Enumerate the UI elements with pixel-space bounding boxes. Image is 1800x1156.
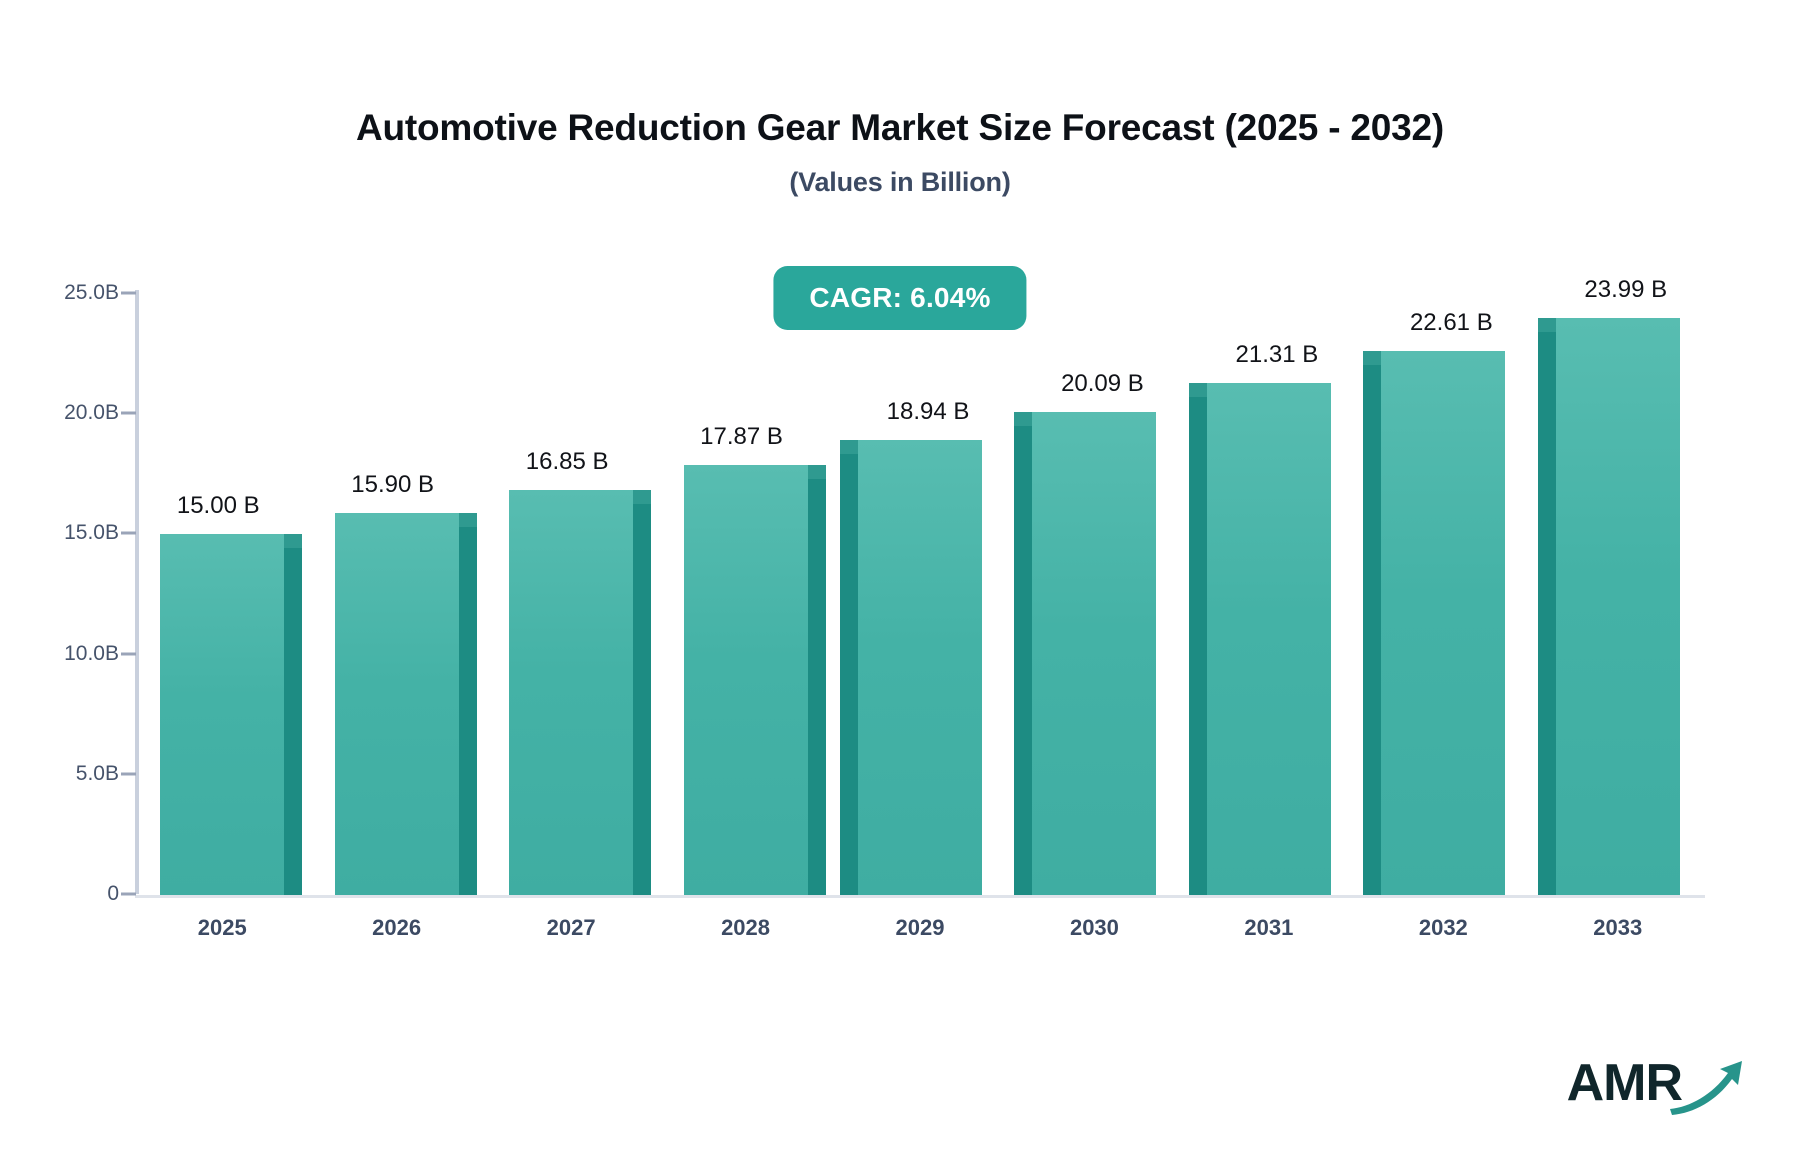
y-axis-tick-label: 25.0B (64, 281, 119, 304)
bar[interactable] (1188, 382, 1331, 895)
bar-value-label: 17.87 B (700, 423, 783, 451)
y-axis-tick-mark (121, 411, 136, 415)
bar-value-label: 16.85 B (525, 447, 609, 475)
logo-text: AMR (1566, 1054, 1683, 1112)
y-axis-tick-mark (121, 291, 136, 295)
bar-front-face (160, 534, 285, 895)
x-axis-label: 2025 (197, 915, 247, 940)
x-axis-label: 2028 (721, 915, 771, 940)
bar-column[interactable]: 22.61 B (1363, 294, 1506, 895)
y-axis-tick-mark (121, 531, 136, 535)
y-axis-tick-label: 5.0B (75, 761, 119, 785)
bar-top-face (840, 439, 858, 454)
y-axis-tick-label: 0 (107, 882, 119, 905)
bar-top-face (1188, 382, 1207, 397)
bar[interactable] (160, 534, 303, 895)
bar[interactable] (1014, 412, 1157, 895)
bar-side-face (1363, 365, 1382, 895)
x-axis-line (135, 895, 1705, 898)
bar[interactable] (840, 439, 982, 895)
y-axis-tick-mark (121, 892, 136, 896)
bar-column[interactable]: 23.99 B (1537, 276, 1680, 895)
cagr-badge: CAGR: 6.04% (773, 266, 1027, 330)
bar-value-label: 15.00 B (176, 492, 260, 520)
bar-value-label: 22.61 B (1409, 309, 1493, 337)
bar[interactable] (683, 465, 826, 895)
bar-value-label: 18.94 B (886, 397, 970, 425)
bar-front-face (1206, 382, 1331, 895)
bar-value-label: 21.31 B (1235, 340, 1319, 368)
bar-column[interactable]: 15.90 B (334, 294, 477, 895)
bar-side-face (458, 526, 477, 895)
bar-side-face (1537, 332, 1556, 895)
bar-top-face (1014, 412, 1033, 427)
y-axis-tick-label: 15.0B (64, 521, 119, 545)
bar-front-face (509, 489, 634, 895)
x-axis-label: 2029 (895, 915, 945, 940)
x-axis-label: 2027 (546, 915, 596, 940)
y-axis-line (135, 290, 139, 894)
y-axis-tick-mark (121, 652, 136, 656)
bar-top-face (458, 512, 477, 527)
plot-area: 0 5.0B 10.0B 15.0B 20.0B 25.0B 15.00 B 15.90 B… (64, 276, 1705, 905)
bar-column[interactable]: 16.85 B (509, 294, 652, 895)
y-axis-tick-mark (121, 772, 136, 776)
chart-subtitle: (Values in Billion) (789, 166, 1011, 197)
bar-value-label: 20.09 B (1061, 370, 1144, 398)
bar-top-face (1537, 318, 1556, 333)
y-axis-tick-label: 20.0B (64, 401, 119, 425)
x-axis-label: 2026 (372, 915, 422, 940)
bar-series: 15.00 B 15.90 B 16.85 B 17.87 B 18.94 B 20.09… (135, 276, 1705, 895)
x-axis-labels: 2025 2026 2027 2028 2029 2030 2031 2032 2033 (135, 915, 1705, 955)
bar-column[interactable]: 17.87 B (683, 294, 826, 895)
bar-column[interactable]: 18.94 B (840, 294, 982, 895)
bar[interactable] (1537, 318, 1680, 895)
bar-value-label: 15.90 B (351, 470, 435, 498)
x-axis-label: 2032 (1418, 915, 1468, 940)
y-axis-tick-label: 10.0B (64, 641, 119, 665)
growth-arrow-icon (1670, 1061, 1742, 1115)
bar-side-face (1014, 426, 1033, 895)
bar-column[interactable]: 15.00 B (160, 294, 303, 895)
bar-side-face (1188, 396, 1207, 895)
bar-top-face (1363, 351, 1382, 366)
bar[interactable] (334, 512, 477, 895)
bar-side-face (633, 503, 652, 895)
x-axis-label: 2031 (1244, 915, 1294, 940)
bar-front-face (683, 465, 808, 895)
title-block: Automotive Reduction Gear Market Size Fo… (0, 107, 1800, 198)
bar[interactable] (509, 489, 652, 895)
bar-side-face (284, 548, 303, 895)
bar-front-face (334, 512, 459, 895)
x-axis-label: 2030 (1069, 915, 1119, 940)
bar-side-face (840, 453, 858, 895)
bar-front-face (858, 439, 982, 895)
bar-column[interactable]: 20.09 B (1014, 294, 1157, 895)
bar-front-face (1381, 351, 1506, 895)
bar-top-face (284, 534, 303, 549)
bar-column[interactable]: 21.31 B (1188, 294, 1331, 895)
bar-front-face (1555, 318, 1680, 895)
bar-top-face (633, 489, 652, 504)
bar-top-face (807, 465, 826, 480)
bar-value-label: 23.99 B (1584, 276, 1668, 304)
x-axis-label: 2033 (1593, 915, 1643, 940)
bar-front-face (1032, 412, 1157, 895)
bar[interactable] (1363, 351, 1506, 895)
bar-side-face (807, 479, 826, 895)
page-title: Automotive Reduction Gear Market Size Fo… (355, 107, 1445, 148)
amr-logo: AMR (1567, 1048, 1746, 1118)
